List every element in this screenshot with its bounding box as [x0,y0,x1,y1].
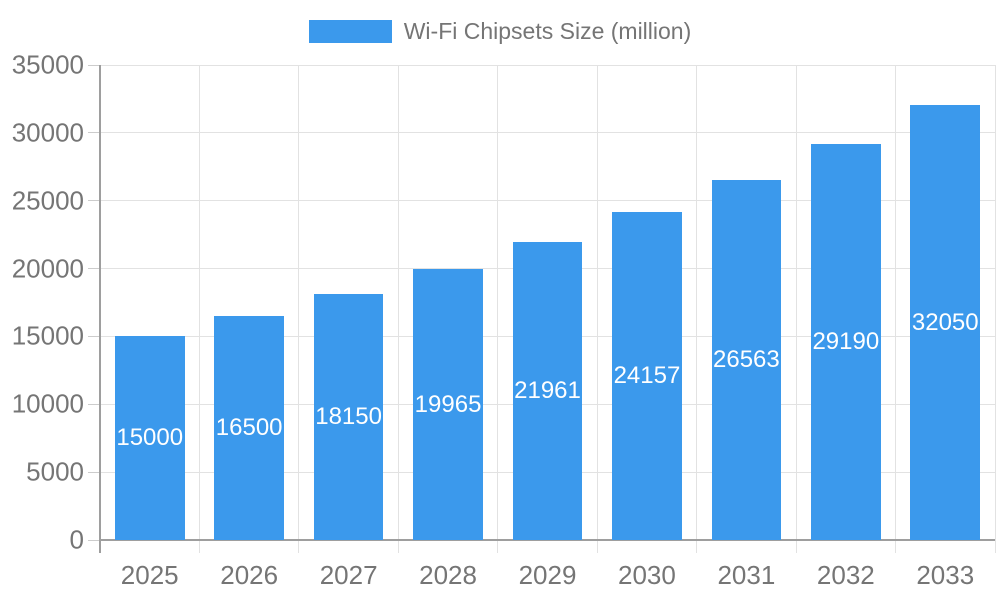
bar-2028[interactable] [413,269,483,540]
bar-value-label: 15000 [116,424,184,452]
bar-value-label: 16500 [215,414,283,442]
bar-value-label: 32050 [911,308,979,336]
y-axis-tick-label: 30000 [11,117,84,148]
x-axis-line [100,539,995,541]
bar-2032[interactable] [811,143,881,540]
bar-2031[interactable] [711,179,782,540]
x-axis-tick-label: 2033 [916,560,975,590]
x-axis-tick-label: 2030 [618,560,676,590]
h-gridline [100,64,995,66]
y-axis-tick-label: 10000 [11,388,84,419]
legend[interactable]: Wi-Fi Chipsets Size (million) [0,18,1000,45]
y-axis-tick [88,539,100,541]
x-axis-tick-label: 2026 [220,560,279,590]
y-axis-tick-label: 15000 [11,320,84,351]
v-gridline [895,65,897,553]
bar-2033[interactable] [910,105,981,540]
y-axis-tick [88,471,100,473]
v-gridline [795,65,797,553]
bar-2030[interactable] [612,212,682,540]
y-axis-tick-label: 35000 [11,49,84,80]
y-axis-tick [88,132,100,134]
y-axis-tick-label: 0 [69,524,84,555]
y-axis-tick-label: 5000 [26,456,84,487]
v-gridline [397,65,399,553]
v-gridline [298,65,300,553]
bar-value-label: 26563 [713,345,780,373]
legend-label: Wi-Fi Chipsets Size (million) [403,18,692,44]
y-axis-tick [88,64,100,66]
v-gridline [994,65,996,553]
y-axis-tick-label: 20000 [11,253,84,284]
y-axis-tick-label: 25000 [11,185,84,216]
y-axis-tick [88,403,100,405]
bar-value-label: 19965 [414,390,482,418]
x-axis-tick-label: 2031 [717,560,776,590]
v-gridline [497,65,499,553]
x-axis-tick-label: 2032 [816,560,875,590]
bar-2026[interactable] [214,316,284,540]
bar-2027[interactable] [313,293,384,540]
v-gridline [696,65,698,553]
y-axis-tick [88,200,100,202]
bar-2025[interactable] [114,336,185,540]
x-axis-tick-label: 2027 [319,560,378,590]
bar-value-label: 21961 [514,376,581,404]
h-gridline [100,200,995,202]
bar-value-label: 18150 [315,402,382,430]
legend-swatch [308,20,392,43]
x-axis-tick-label: 2029 [518,560,577,590]
y-axis-line [99,65,101,553]
y-axis-tick [88,268,100,270]
v-gridline [198,65,200,553]
x-axis-tick-label: 2025 [120,560,179,590]
bar-value-label: 29190 [812,327,880,355]
bar-2029[interactable] [512,241,583,540]
v-gridline [596,65,598,553]
y-axis-tick [88,335,100,337]
h-gridline [100,132,995,134]
bar-value-label: 24157 [613,362,681,390]
x-axis-tick-label: 2028 [419,560,477,590]
